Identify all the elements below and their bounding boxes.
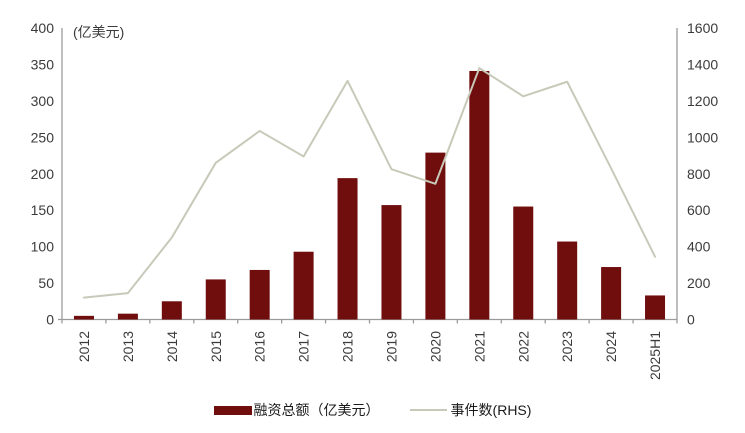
x-axis-label-2013: 2013 [120, 331, 136, 362]
right-axis-tick-label-400: 400 [687, 239, 711, 255]
left-axis-tick-label-250: 250 [31, 129, 55, 145]
left-axis-tick-label-400: 400 [31, 20, 55, 36]
left-axis-tick-label-50: 50 [38, 275, 54, 291]
bar-2020 [425, 152, 446, 320]
right-axis-tick-label-0: 0 [687, 312, 695, 328]
x-axis-label-2016: 2016 [252, 331, 268, 362]
bar-2018 [337, 178, 358, 320]
left-axis-tick-label-150: 150 [31, 202, 55, 218]
x-axis-label-2023: 2023 [559, 331, 575, 362]
x-axis-label-2014: 2014 [164, 331, 180, 362]
chart-legend: 融资总额（亿美元） 事件数(RHS) [0, 400, 745, 420]
x-axis-label-2025H1: 2025H1 [647, 331, 663, 380]
bar-2014 [161, 301, 182, 320]
right-axis-tick-label-200: 200 [687, 275, 711, 291]
x-axis-label-2022: 2022 [515, 331, 531, 362]
bar-2025H1 [645, 295, 666, 320]
bar-2013 [117, 313, 138, 320]
line-series-swatch-icon [409, 409, 447, 411]
left-axis-tick-label-0: 0 [46, 312, 54, 328]
right-axis-tick-label-1400: 1400 [687, 56, 718, 72]
bar-2024 [601, 267, 622, 320]
right-axis-tick-label-1000: 1000 [687, 129, 718, 145]
legend-label-bar-series: 融资总额（亿美元） [253, 402, 380, 418]
bar-series-swatch-icon [213, 405, 252, 415]
x-axis-label-2012: 2012 [76, 331, 92, 362]
bar-2019 [381, 205, 402, 320]
x-axis-label-2020: 2020 [427, 331, 443, 362]
events-line [82, 67, 657, 299]
legend-label-line-series: 事件数(RHS) [450, 402, 532, 418]
x-axis-label-2018: 2018 [340, 331, 356, 362]
x-axis-label-2024: 2024 [603, 331, 619, 362]
x-axis-label-2017: 2017 [296, 331, 312, 362]
bar-2022 [513, 206, 534, 320]
right-axis-tick-label-1200: 1200 [687, 93, 718, 109]
left-axis-tick-label-350: 350 [31, 56, 55, 72]
bar-2016 [249, 269, 270, 320]
right-axis-tick-label-600: 600 [687, 202, 711, 218]
bar-2021 [469, 70, 490, 320]
x-axis-label-2015: 2015 [208, 331, 224, 362]
x-axis-label-2021: 2021 [471, 331, 487, 362]
right-axis-tick-label-1600: 1600 [687, 20, 718, 36]
x-axis-label-2019: 2019 [383, 331, 399, 362]
right-axis-tick-label-800: 800 [687, 166, 711, 182]
left-axis-tick-label-100: 100 [31, 239, 55, 255]
left-axis-unit-label: (亿美元) [73, 24, 125, 40]
legend-item-bar-series: 融资总额（亿美元） [213, 400, 380, 420]
left-axis-tick-label-300: 300 [31, 93, 55, 109]
bar-2017 [293, 251, 314, 320]
bar-2012 [73, 315, 94, 320]
bar-2023 [557, 241, 578, 320]
legend-item-line-series: 事件数(RHS) [409, 400, 532, 420]
left-axis-tick-label-200: 200 [31, 166, 55, 182]
bar-2015 [205, 279, 226, 320]
